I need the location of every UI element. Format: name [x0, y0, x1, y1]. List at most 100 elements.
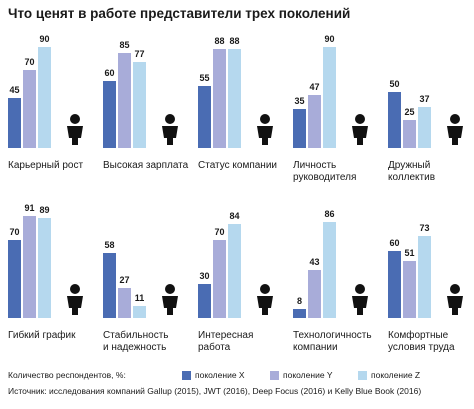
chart-title: Что ценят в работе представители трех по…	[8, 6, 351, 21]
value-label: 55	[199, 73, 210, 84]
value-label: 45	[9, 84, 20, 95]
legend-label: поколение Z	[371, 370, 421, 380]
icon	[153, 282, 187, 316]
value-label: 43	[309, 256, 320, 267]
value-label: 25	[404, 107, 415, 117]
value-label: 58	[104, 240, 115, 251]
bar	[118, 52, 131, 148]
icon	[343, 112, 377, 146]
bar	[228, 223, 241, 318]
icon	[438, 112, 472, 146]
icon	[248, 282, 282, 316]
bar	[198, 284, 211, 318]
value-label: 73	[419, 223, 430, 234]
category-label: Дружный коллектив	[388, 160, 436, 183]
category-label: Гибкий график	[8, 330, 76, 341]
icon	[162, 284, 178, 315]
bar	[228, 49, 241, 148]
category-label: Интересная работа	[198, 330, 254, 353]
icon	[153, 112, 187, 146]
value-label: 47	[309, 82, 320, 93]
bar	[403, 120, 416, 148]
value-label: 37	[419, 93, 430, 104]
icon	[248, 112, 282, 146]
bar	[133, 305, 146, 318]
bar	[388, 250, 401, 318]
value-label: 90	[39, 34, 50, 45]
value-label: 27	[119, 274, 130, 285]
bar	[213, 239, 226, 318]
value-label: 60	[104, 67, 115, 78]
icon	[257, 114, 273, 145]
value-label: 88	[214, 36, 225, 47]
bar	[213, 49, 226, 148]
legend-label: поколение Y	[283, 370, 333, 380]
bar	[103, 253, 116, 318]
value-label: 86	[324, 208, 335, 219]
category-label: Технологичность компании	[293, 330, 372, 353]
value-label: 89	[39, 205, 50, 216]
category-label: Личность руководителя	[293, 160, 357, 183]
bar	[8, 239, 21, 318]
bar	[118, 287, 131, 318]
value-label: 90	[324, 34, 335, 45]
category-label: Высокая зарплата	[103, 160, 189, 171]
bar	[103, 80, 116, 148]
bar	[388, 92, 401, 148]
value-label: 70	[24, 56, 35, 67]
icon	[438, 282, 472, 316]
bar	[293, 309, 306, 318]
icon	[352, 114, 368, 145]
legend-title: Количество респондентов, %:	[8, 370, 126, 380]
category-label: Комфортные условия труда	[388, 330, 455, 353]
bar	[38, 47, 51, 148]
legend-swatch	[270, 371, 279, 380]
bar	[38, 218, 51, 318]
icon	[343, 282, 377, 316]
bar	[308, 95, 321, 148]
bar	[23, 69, 36, 148]
value-label: 60	[389, 237, 400, 248]
icon	[58, 282, 92, 316]
value-label: 51	[404, 247, 415, 258]
icon	[447, 284, 463, 315]
icon	[162, 114, 178, 145]
value-label: 30	[199, 271, 210, 282]
bar	[418, 106, 431, 148]
value-label: 85	[119, 39, 130, 50]
bar	[403, 260, 416, 318]
icon	[67, 284, 83, 315]
value-label: 88	[229, 36, 240, 47]
value-label: 84	[229, 210, 240, 221]
bar	[8, 97, 21, 148]
value-label: 77	[134, 48, 145, 59]
legend-label: поколение X	[195, 370, 245, 380]
bar	[23, 216, 36, 318]
legend-swatch	[358, 371, 367, 380]
value-label: 11	[134, 292, 145, 303]
category-label: Карьерный рост	[8, 160, 84, 171]
icon	[257, 284, 273, 315]
value-label: 70	[214, 226, 225, 237]
value-label: 91	[24, 203, 35, 214]
icon	[447, 114, 463, 145]
icon	[67, 114, 83, 145]
value-label: 8	[296, 296, 302, 307]
value-label: 35	[294, 95, 305, 106]
category-label: Стабильность и надежность	[103, 330, 169, 353]
bar	[293, 108, 306, 148]
bar	[308, 269, 321, 318]
source-note: Источник: исследования компаний Gallup (…	[8, 386, 422, 396]
legend-swatch	[182, 371, 191, 380]
icon	[58, 112, 92, 146]
icon	[352, 284, 368, 315]
bar	[418, 236, 431, 318]
bar	[323, 47, 336, 148]
bar	[198, 86, 211, 148]
bar	[323, 221, 336, 318]
value-label: 50	[389, 79, 400, 89]
category-label: Статус компании	[198, 160, 277, 171]
value-label: 70	[9, 226, 20, 237]
bar	[133, 61, 146, 148]
